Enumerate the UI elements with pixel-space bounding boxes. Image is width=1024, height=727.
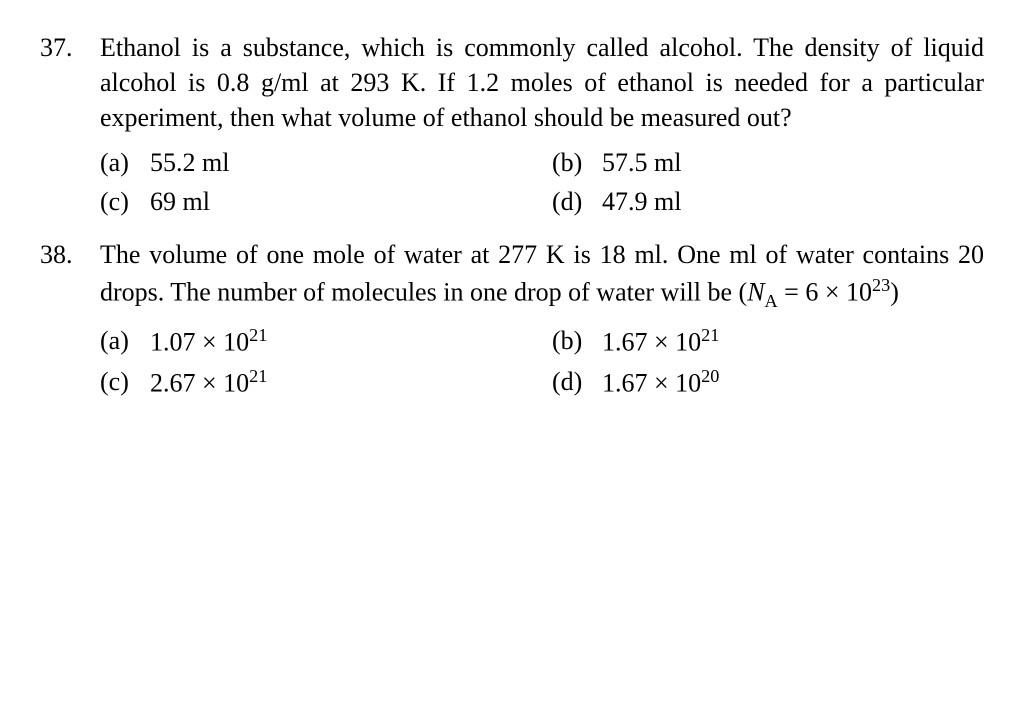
stem-eq: = 6 × 10 [778,277,872,306]
options-grid: (a) 55.2 ml (b) 57.5 ml (c) 69 ml (d) 47… [100,145,984,219]
option-b: (b) 57.5 ml [552,145,984,180]
option-text: 57.5 ml [602,145,681,180]
option-label: (d) [552,364,602,401]
option-exp: 21 [249,366,267,386]
option-exp: 21 [249,325,267,345]
question-37: 37. Ethanol is a substance, which is com… [40,30,984,219]
option-text: 47.9 ml [602,184,681,219]
option-b: (b) 1.67 × 1021 [552,323,984,360]
option-label: (b) [552,323,602,360]
option-text: 1.67 × 1021 [602,323,719,360]
stem-sub: A [765,290,778,310]
option-label: (d) [552,184,602,219]
option-label: (a) [100,145,150,180]
option-base: 1.07 × 10 [150,328,249,357]
question-body: Ethanol is a substance, which is commonl… [100,30,984,219]
option-label: (c) [100,184,150,219]
question-stem: Ethanol is a substance, which is commonl… [100,30,984,135]
option-d: (d) 47.9 ml [552,184,984,219]
option-text: 55.2 ml [150,145,229,180]
question-number: 37. [40,30,100,219]
options-grid: (a) 1.07 × 1021 (b) 1.67 × 1021 (c) 2.67… [100,323,984,401]
stem-var: N [747,277,764,306]
stem-text-post: ) [890,277,899,306]
option-base: 1.67 × 10 [602,368,701,397]
option-c: (c) 2.67 × 1021 [100,364,532,401]
option-label: (c) [100,364,150,401]
option-text: 1.07 × 1021 [150,323,267,360]
option-text: 2.67 × 1021 [150,364,267,401]
option-label: (b) [552,145,602,180]
option-label: (a) [100,323,150,360]
stem-exp: 23 [872,275,890,295]
question-stem: The volume of one mole of water at 277 K… [100,237,984,313]
question-38: 38. The volume of one mole of water at 2… [40,237,984,400]
option-a: (a) 55.2 ml [100,145,532,180]
option-d: (d) 1.67 × 1020 [552,364,984,401]
option-text: 69 ml [150,184,210,219]
question-body: The volume of one mole of water at 277 K… [100,237,984,400]
question-number: 38. [40,237,100,400]
option-a: (a) 1.07 × 1021 [100,323,532,360]
option-c: (c) 69 ml [100,184,532,219]
option-text: 1.67 × 1020 [602,364,719,401]
option-exp: 20 [701,366,719,386]
option-base: 1.67 × 10 [602,328,701,357]
option-exp: 21 [701,325,719,345]
option-base: 2.67 × 10 [150,368,249,397]
